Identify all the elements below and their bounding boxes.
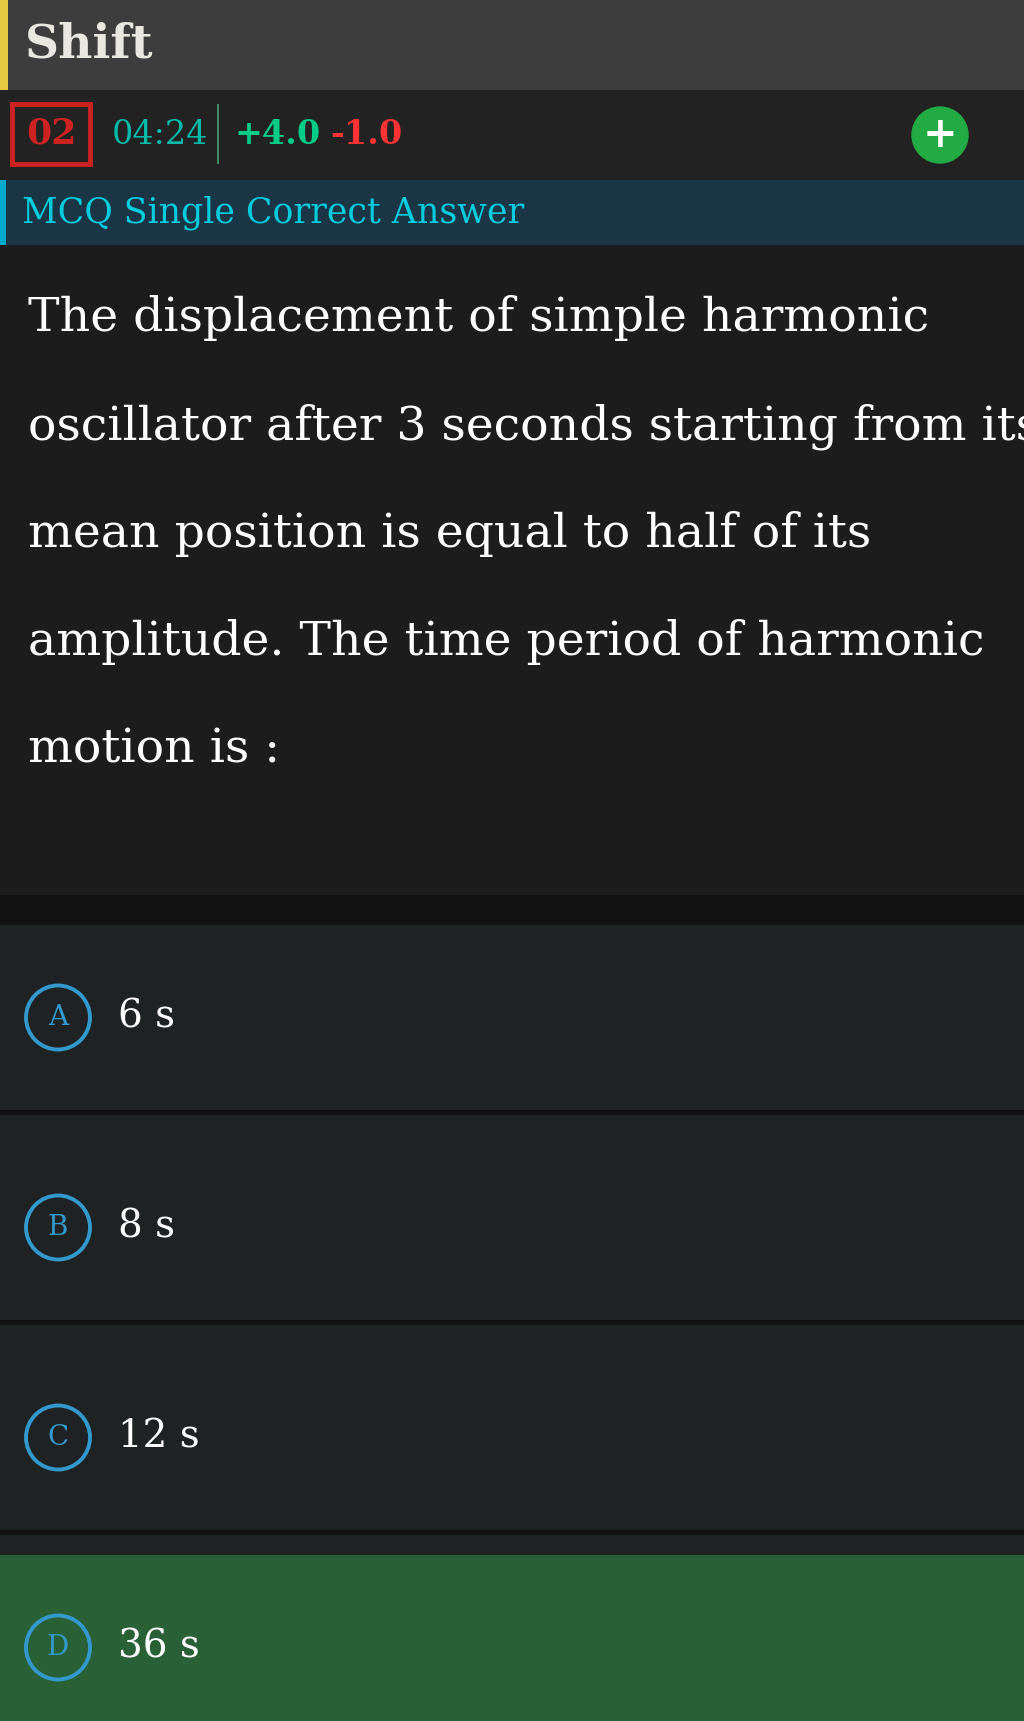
Text: motion is :: motion is :	[28, 726, 281, 773]
Text: 8 s: 8 s	[118, 1208, 175, 1246]
Text: 12 s: 12 s	[118, 1420, 200, 1456]
FancyBboxPatch shape	[0, 1535, 1024, 1556]
Text: 36 s: 36 s	[118, 1630, 200, 1666]
FancyBboxPatch shape	[0, 895, 1024, 924]
Text: 6 s: 6 s	[118, 998, 175, 1036]
Text: Shift: Shift	[25, 22, 154, 69]
FancyBboxPatch shape	[0, 181, 6, 244]
Text: mean position is equal to half of its: mean position is equal to half of its	[28, 511, 871, 558]
Text: B: B	[48, 1213, 69, 1241]
Circle shape	[912, 107, 968, 163]
Text: A: A	[48, 1003, 68, 1031]
FancyBboxPatch shape	[0, 1530, 1024, 1535]
FancyBboxPatch shape	[0, 1136, 1024, 1320]
FancyBboxPatch shape	[0, 0, 1024, 89]
FancyBboxPatch shape	[217, 103, 219, 163]
FancyBboxPatch shape	[0, 89, 1024, 181]
Text: +: +	[923, 114, 957, 157]
FancyBboxPatch shape	[0, 1320, 1024, 1325]
Text: 04:24: 04:24	[112, 119, 208, 151]
Text: The displacement of simple harmonic: The displacement of simple harmonic	[28, 294, 929, 341]
FancyBboxPatch shape	[0, 1110, 1024, 1115]
FancyBboxPatch shape	[0, 924, 1024, 1110]
Text: D: D	[47, 1633, 70, 1661]
Text: C: C	[47, 1423, 69, 1451]
Text: -1.0: -1.0	[330, 119, 402, 151]
FancyBboxPatch shape	[0, 1115, 1024, 1136]
Text: +4.0: +4.0	[234, 119, 322, 151]
FancyBboxPatch shape	[0, 1346, 1024, 1530]
Text: MCQ Single Correct Answer: MCQ Single Correct Answer	[22, 194, 524, 229]
Text: amplitude. The time period of harmonic: amplitude. The time period of harmonic	[28, 620, 984, 664]
Text: 02: 02	[26, 117, 76, 151]
FancyBboxPatch shape	[0, 181, 1024, 244]
FancyBboxPatch shape	[0, 1325, 1024, 1346]
FancyBboxPatch shape	[0, 0, 8, 89]
FancyBboxPatch shape	[0, 1556, 1024, 1721]
FancyBboxPatch shape	[0, 244, 1024, 895]
Text: oscillator after 3 seconds starting from its: oscillator after 3 seconds starting from…	[28, 403, 1024, 449]
